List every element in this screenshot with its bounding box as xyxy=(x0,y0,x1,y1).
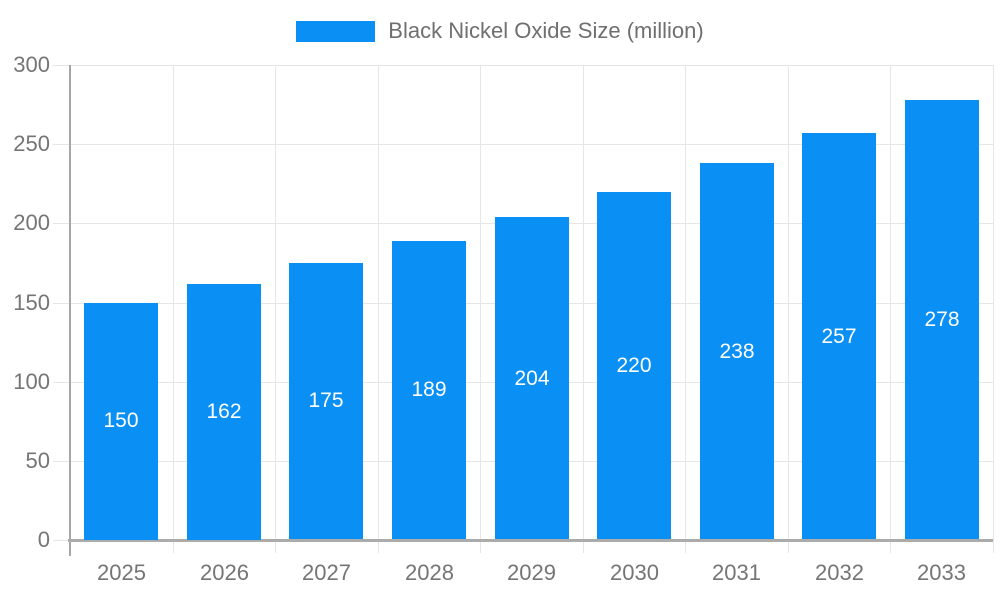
x-axis-tick xyxy=(173,540,174,553)
x-axis-tick xyxy=(685,540,686,553)
bar-value-label: 220 xyxy=(616,354,652,377)
x-gridline xyxy=(275,65,276,540)
x-axis-tick xyxy=(480,540,481,553)
x-gridline xyxy=(788,65,789,540)
x-gridline xyxy=(993,65,994,540)
chart-legend: Black Nickel Oxide Size (million) xyxy=(0,14,1000,48)
x-axis-tick xyxy=(993,540,994,553)
x-axis-tick xyxy=(788,540,789,553)
bar-value-label: 204 xyxy=(514,367,550,390)
bar-value-label: 189 xyxy=(411,378,447,401)
bar-value-label: 175 xyxy=(308,389,344,412)
y-axis-tick-label: 150 xyxy=(13,290,50,315)
bar xyxy=(802,133,876,539)
x-gridline xyxy=(378,65,379,540)
bar-value-label: 278 xyxy=(924,308,960,331)
bar-value-label: 162 xyxy=(206,400,242,423)
legend-label: Black Nickel Oxide Size (million) xyxy=(388,18,704,43)
legend-swatch xyxy=(296,20,376,42)
x-axis-tick-label: 2025 xyxy=(97,560,146,585)
bar xyxy=(392,241,466,539)
bar-value-label: 238 xyxy=(719,340,755,363)
x-gridline xyxy=(685,65,686,540)
x-axis-tick-label: 2029 xyxy=(507,560,556,585)
x-gridline xyxy=(890,65,891,540)
x-axis-tick xyxy=(275,540,276,553)
x-axis-tick-label: 2032 xyxy=(815,560,864,585)
y-axis-tick-label: 50 xyxy=(25,448,50,473)
bar-value-label: 150 xyxy=(103,409,139,432)
bar xyxy=(597,192,671,539)
y-gridline xyxy=(53,65,993,66)
y-axis-line xyxy=(69,65,71,556)
y-axis-tick xyxy=(53,540,70,541)
x-gridline xyxy=(173,65,174,540)
x-axis-tick xyxy=(583,540,584,553)
bar xyxy=(700,163,774,539)
y-axis-tick-label: 200 xyxy=(13,210,50,235)
y-axis-tick-label: 300 xyxy=(13,52,50,77)
bar-value-label: 257 xyxy=(821,325,857,348)
x-axis-line xyxy=(68,539,993,542)
bar xyxy=(84,303,158,540)
x-gridline xyxy=(480,65,481,540)
x-gridline xyxy=(583,65,584,540)
y-axis-tick-label: 0 xyxy=(37,527,50,552)
x-axis-tick xyxy=(378,540,379,553)
x-axis-tick-label: 2027 xyxy=(302,560,351,585)
bar xyxy=(905,100,979,539)
x-axis-tick-label: 2030 xyxy=(610,560,659,585)
x-axis-tick-label: 2028 xyxy=(405,560,454,585)
y-axis-tick-label: 250 xyxy=(13,131,50,156)
x-axis-tick-label: 2026 xyxy=(200,560,249,585)
x-axis-tick-label: 2031 xyxy=(712,560,761,585)
bar xyxy=(289,263,363,539)
y-gridline xyxy=(53,144,993,145)
x-axis-tick-label: 2033 xyxy=(917,560,966,585)
x-axis-tick xyxy=(890,540,891,553)
bar xyxy=(495,217,569,539)
bar xyxy=(187,284,261,540)
y-axis-tick-label: 100 xyxy=(13,369,50,394)
